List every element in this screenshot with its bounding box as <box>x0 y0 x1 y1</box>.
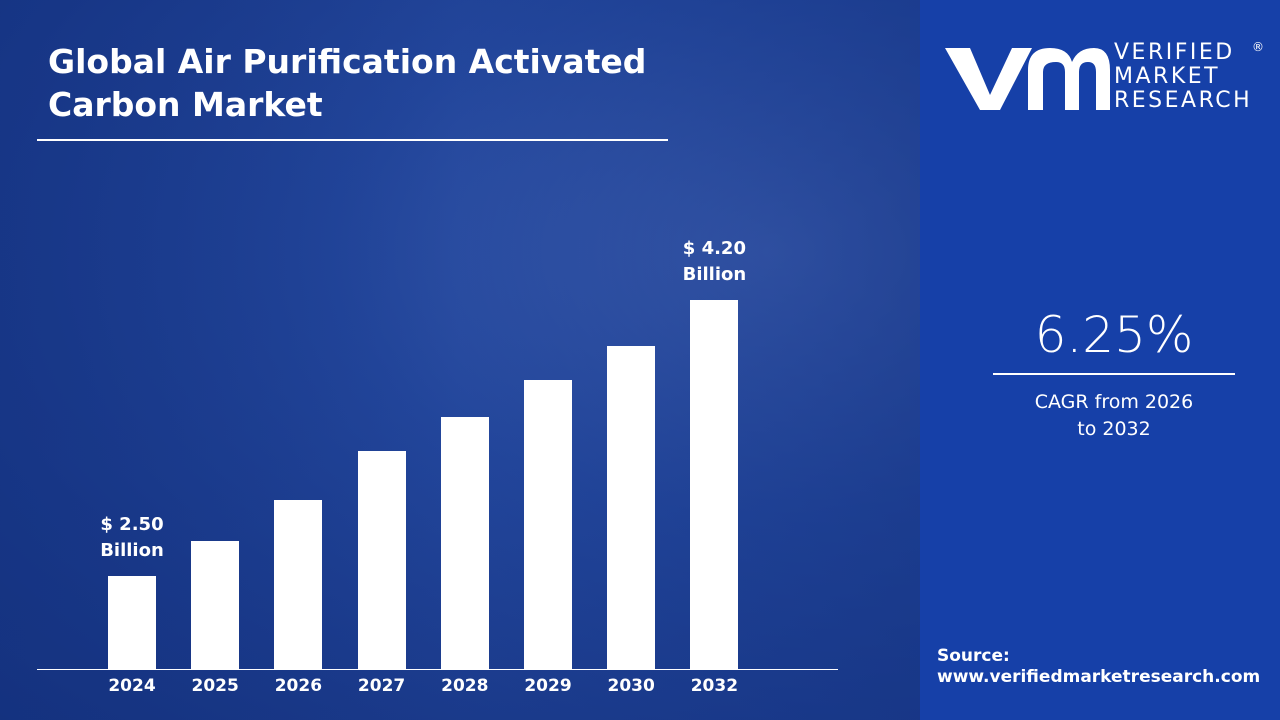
x-tick-label: 2032 <box>690 676 739 696</box>
source-url: www.verifiedmarketresearch.com <box>937 667 1261 687</box>
source-label: Source: <box>937 646 1010 666</box>
baseline <box>37 669 838 670</box>
bar <box>607 345 656 669</box>
bar <box>191 540 240 669</box>
value-label: $ 2.50 Billion <box>100 514 164 562</box>
x-tick-label: 2027 <box>357 676 406 696</box>
bar <box>108 576 156 669</box>
bar <box>274 499 323 669</box>
value-label: $ 4.20 Billion <box>682 238 747 285</box>
x-tick-label: 2025 <box>191 676 239 696</box>
logo-mark <box>945 48 1110 110</box>
registered-mark: ® <box>1252 40 1264 54</box>
cagr-value: 6.25% <box>1034 306 1194 364</box>
bar <box>357 451 406 669</box>
chart-title: Global Air Purification Activated Carbon… <box>48 42 647 124</box>
x-tick-label: 2029 <box>524 676 572 696</box>
side-panel <box>920 0 1280 720</box>
bar <box>440 417 489 669</box>
cagr-rule <box>993 373 1235 375</box>
x-tick-label: 2024 <box>108 676 156 696</box>
brand-line: MARKET <box>1114 64 1221 89</box>
x-tick-label: 2026 <box>274 676 323 696</box>
brand-line: VERIFIED <box>1114 40 1235 65</box>
bar <box>524 379 572 669</box>
cagr-label: CAGR from 2026 to 2032 <box>1034 391 1194 440</box>
x-tick-label: 2030 <box>607 676 655 696</box>
bar <box>690 300 739 669</box>
brand-line: RESEARCH <box>1114 88 1253 113</box>
x-tick-label: 2028 <box>441 676 489 696</box>
title-rule <box>37 139 668 141</box>
